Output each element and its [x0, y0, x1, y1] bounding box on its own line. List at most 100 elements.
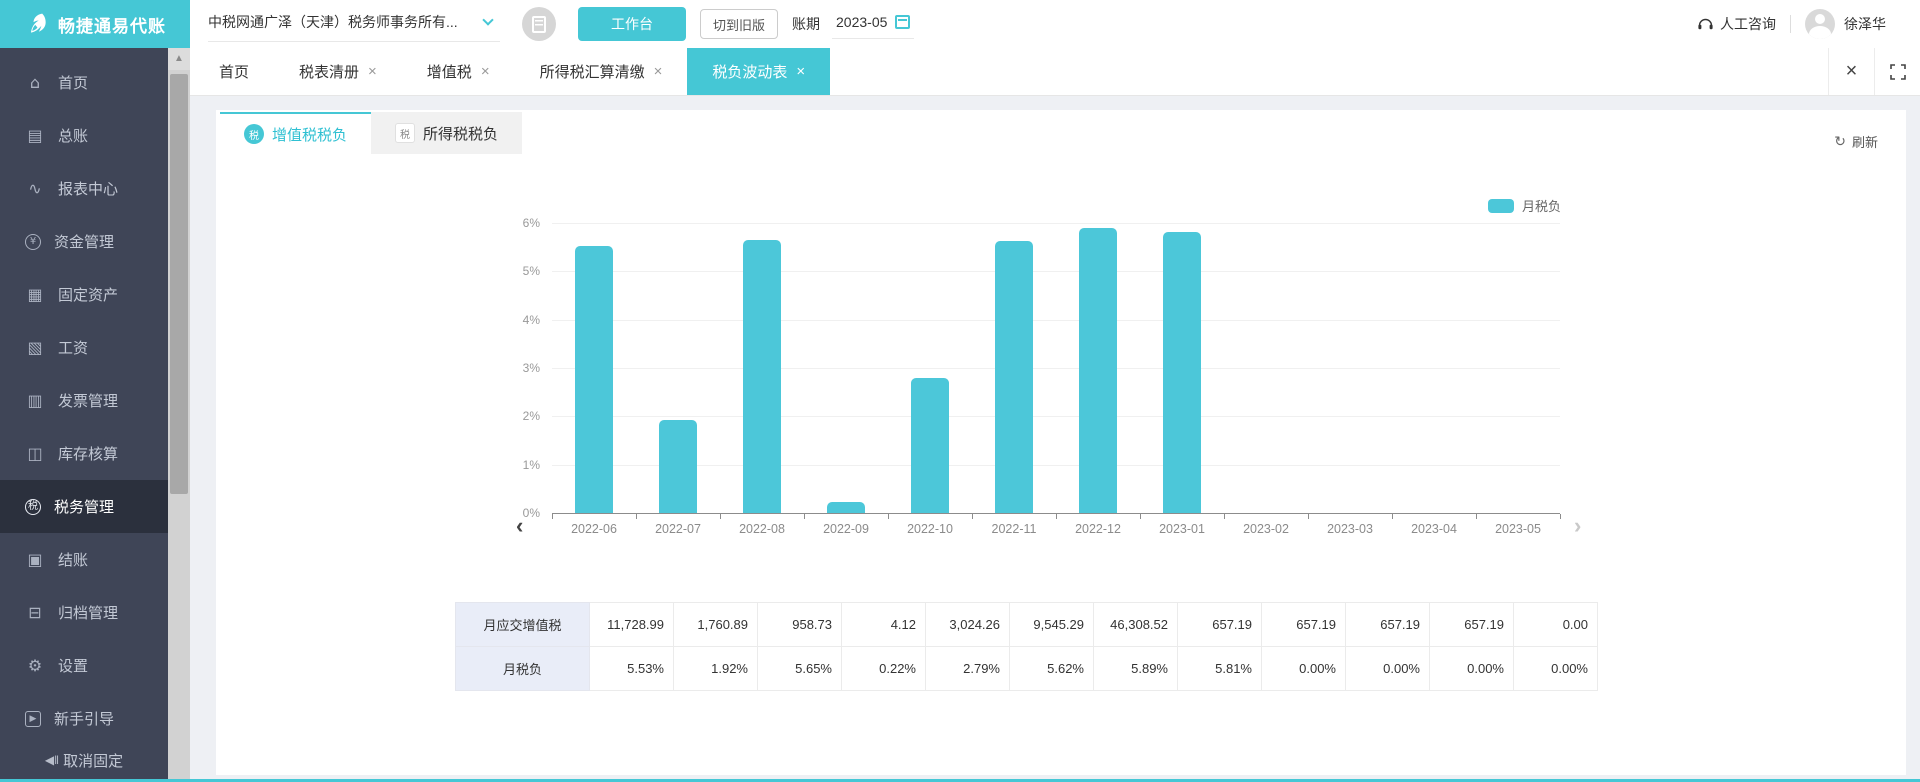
table-cell: 0.00%: [1261, 646, 1346, 691]
tax-icon: 税: [25, 498, 41, 515]
row-header-cell: 月税负: [455, 646, 590, 691]
bar-2022-12[interactable]: [1079, 228, 1117, 513]
sidebar-item-label: 总账: [58, 128, 89, 145]
chart-next-button[interactable]: ›: [1574, 513, 1582, 538]
sidebar-item-guide[interactable]: ▶ 新手引导: [0, 692, 168, 736]
chart-legend[interactable]: 月税负: [1488, 196, 1561, 215]
tab-close-icon[interactable]: ×: [480, 63, 490, 80]
sidebar-item-label: 发票管理: [58, 393, 119, 410]
bar-2022-06[interactable]: [575, 245, 613, 513]
table-cell: 11,728.99: [589, 602, 674, 647]
bar-2022-07[interactable]: [659, 420, 697, 513]
chart-prev-button[interactable]: ‹: [516, 513, 524, 538]
tax-doc-icon: 税: [395, 123, 416, 143]
sidebar-item-funds[interactable]: ¥ 资金管理: [0, 215, 168, 268]
x-axis-tick: [1140, 514, 1141, 519]
ledger-icon: ▤: [27, 126, 43, 145]
table-cell: 657.19: [1345, 602, 1430, 647]
x-axis-tick: [1056, 514, 1057, 519]
support-label: 人工咨询: [1720, 16, 1776, 32]
sidebar-item-general-ledger[interactable]: ▤ 总账: [0, 109, 168, 162]
payroll-icon: ▧: [27, 338, 43, 357]
x-axis-tick-label: 2022-08: [739, 522, 785, 536]
x-axis-tick-label: 2022-06: [571, 522, 617, 536]
sidebar-item-payroll[interactable]: ▧ 工资: [0, 321, 168, 374]
chevron-down-icon: [482, 14, 494, 26]
company-selector[interactable]: 中税网通广泽（天津）税务师事务所有...: [208, 6, 500, 42]
legend-label: 月税负: [1522, 199, 1562, 214]
notes-button[interactable]: [522, 7, 556, 41]
gridline: [552, 223, 1560, 224]
sidebar-item-settings[interactable]: ⚙ 设置: [0, 639, 168, 692]
support-link[interactable]: 人工咨询: [1697, 14, 1776, 34]
y-axis-tick-label: 2%: [522, 409, 540, 424]
home-icon: ⌂: [29, 73, 41, 92]
x-axis-tick-label: 2023-03: [1327, 522, 1373, 536]
period-picker[interactable]: 2023-05: [832, 9, 915, 39]
close-tab-button[interactable]: ×: [1828, 48, 1874, 95]
subtab-label: 增值税税负: [272, 126, 348, 144]
sidebar-item-tax[interactable]: 税税务管理: [0, 480, 168, 533]
scrollbar-thumb[interactable]: [170, 74, 188, 494]
switch-old-version-button[interactable]: 切到旧版: [700, 9, 779, 39]
fullscreen-button[interactable]: [1874, 48, 1920, 95]
sidebar-item-label: 资金管理: [54, 234, 115, 251]
table-cell: 0.00%: [1345, 646, 1430, 691]
sidebar-scrollbar[interactable]: ▲: [168, 48, 190, 782]
tab-close-icon[interactable]: ×: [796, 63, 806, 80]
table-cell: 958.73: [757, 602, 842, 647]
x-axis-tick-label: 2022-12: [1075, 522, 1121, 536]
workbench-button[interactable]: 工作台: [578, 7, 686, 41]
table-cell: 0.00%: [1513, 646, 1598, 691]
table-cell: 9,545.29: [1009, 602, 1094, 647]
x-axis-tick-label: 2022-11: [991, 522, 1037, 536]
tab-close-icon[interactable]: ×: [368, 63, 377, 80]
bar-2022-09[interactable]: [827, 502, 865, 513]
tab-2[interactable]: 增值税 ×: [402, 48, 515, 95]
subtab-label: 所得税税负: [423, 125, 499, 143]
data-table: 月应交增值税 11,728.99 1,760.89 958.73 4.12 3,024.2…: [455, 602, 1598, 691]
sidebar-item-invoice[interactable]: ▥ 发票管理: [0, 374, 168, 427]
bottom-accent-bar: [0, 779, 1920, 782]
subtab-income-tax-burden[interactable]: 税 所得税税负: [371, 112, 523, 154]
brand-logo: 畅捷通易代账: [0, 0, 190, 48]
tab-label: 税表清册: [299, 64, 360, 81]
sidebar-item-label: 固定资产: [58, 287, 119, 304]
unpin-button[interactable]: ◀‖ 取消固定: [0, 738, 168, 782]
user-menu[interactable]: 徐泽华: [1805, 9, 1886, 39]
tab-3[interactable]: 所得税汇算清缴 ×: [515, 48, 688, 95]
tax-burden-bar-chart: 月税负 ‹ › 0% 1% 2% 3% 4% 5% 6% 2022-06 2022-07 2022…: [216, 110, 1906, 580]
tab-0[interactable]: 首页: [194, 48, 274, 95]
sidebar-item-report-center[interactable]: ∿ 报表中心: [0, 162, 168, 215]
table-cell: 0.22%: [841, 646, 926, 691]
tab-bar-tabs: 首页 税表清册 × 增值税 × 所得税汇算清缴 × 税负波动表 ×: [190, 48, 831, 95]
refresh-button[interactable]: ↻ 刷新: [1834, 132, 1878, 151]
row-header-cell: 月应交增值税: [455, 602, 590, 647]
gridline: [552, 368, 1560, 369]
bar-2022-10[interactable]: [911, 378, 949, 513]
sidebar-item-label: 税务管理: [54, 499, 115, 516]
sidebar-item-archive[interactable]: ⊟ 归档管理: [0, 586, 168, 639]
sidebar-item-home[interactable]: ⌂ 首页: [0, 56, 168, 109]
table-cell: 0.00%: [1429, 646, 1514, 691]
sidebar-item-label: 设置: [58, 658, 89, 675]
table-cell: 5.53%: [589, 646, 674, 691]
tab-label: 首页: [219, 64, 250, 81]
tab-1[interactable]: 税表清册 ×: [274, 48, 402, 95]
bar-2022-11[interactable]: [995, 241, 1033, 513]
bar-2022-08[interactable]: [743, 239, 781, 513]
table-wrapper: 月应交增值税 11,728.99 1,760.89 958.73 4.12 3,024.2…: [455, 602, 1598, 691]
scroll-up-button[interactable]: ▲: [168, 48, 190, 70]
tab-close-icon[interactable]: ×: [653, 63, 663, 80]
x-axis-tick-label: 2022-09: [823, 522, 869, 536]
gridline: [552, 416, 1560, 418]
bar-2023-01[interactable]: [1163, 232, 1201, 513]
tab-bar: 首页 税表清册 × 增值税 × 所得税汇算清缴 × 税负波动表 × ×: [190, 48, 1920, 96]
content-card: 税 增值税税负 税 所得税税负 ↻ 刷新 月税负 ‹ › 0% 1% 2% 3% 4% 5…: [216, 110, 1906, 775]
brand-logo-icon: [30, 13, 46, 33]
sidebar-item-fixed-assets[interactable]: ▦ 固定资产: [0, 268, 168, 321]
sidebar-item-closing[interactable]: ▣ 结账: [0, 533, 168, 586]
tab-4[interactable]: 税负波动表 ×: [687, 48, 831, 95]
subtab-vat-burden[interactable]: 税 增值税税负: [220, 112, 372, 154]
sidebar-item-inventory[interactable]: ◫ 库存核算: [0, 427, 168, 480]
